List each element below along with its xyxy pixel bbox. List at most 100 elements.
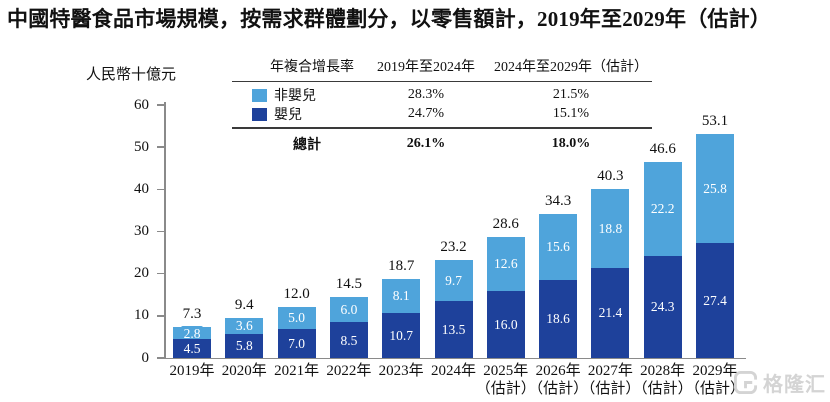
infant-value-label: 4.5: [183, 341, 201, 356]
cagr-value: 24.7%: [407, 106, 445, 121]
bar-total-label: 53.1: [701, 112, 729, 129]
x-tick-label-line: 2020年: [221, 363, 267, 379]
infant-segment: 24.3: [643, 255, 682, 358]
total-label: 總計: [293, 138, 321, 153]
x-tick-label: 2022年: [309, 362, 389, 380]
y-tick-label: 10: [134, 307, 149, 324]
watermark: 格隆汇: [733, 368, 826, 397]
x-tick-label-line: 2021年: [274, 363, 320, 379]
bar-group-2022年: 6.0 8.5: [329, 296, 368, 358]
infant-segment: 5.8: [225, 333, 264, 358]
x-tick-label: 2020年: [204, 362, 284, 380]
x-tick-label: 2028年 （估計）: [623, 362, 703, 398]
y-tick-mark: [157, 188, 165, 191]
infant-value-label: 13.5: [441, 322, 466, 338]
x-axis: [164, 357, 746, 359]
non-infant-segment: 3.6: [225, 318, 264, 334]
bar-group-2028年（估計）: 22.2 24.3: [643, 161, 682, 358]
table-rule-total: [232, 127, 652, 129]
non-infant-segment: 25.8: [696, 133, 734, 243]
y-tick-mark: [157, 315, 165, 317]
non-infant-segment: 6.0: [329, 296, 368, 323]
x-tick-label-line: （估計）: [528, 381, 589, 397]
x-tick-label-line: 2029年: [692, 363, 738, 379]
y-tick-label: 30: [134, 223, 149, 239]
x-tick-label-line: 2024年: [430, 363, 476, 379]
x-tick-label-line: 2027年: [587, 363, 633, 379]
y-tick-label: 20: [134, 265, 149, 282]
infant-segment: 16.0: [486, 290, 525, 358]
non-infant-value-label: 25.8: [703, 180, 727, 196]
bar-group-2025年（估計）: 12.6 16.0: [486, 237, 525, 358]
x-tick-label: 2025年 （估計）: [466, 362, 546, 398]
x-tick-label-line: 2028年: [640, 363, 686, 379]
y-tick-mark: [157, 272, 165, 275]
infant-segment: 7.0: [277, 328, 316, 358]
infant-segment: 10.7: [382, 312, 421, 358]
x-tick-label: 2023年: [361, 362, 441, 380]
infant-swatch-icon: [252, 107, 267, 121]
x-tick-label: 2024年: [414, 362, 494, 380]
x-tick-label-line: （估計）: [684, 381, 745, 397]
cagr-header-period-1: 2019年至2024年: [377, 60, 475, 75]
infant-segment: 18.6: [539, 279, 578, 358]
gelonghui-logo-icon: [733, 370, 758, 395]
infant-value-label: 5.8: [235, 338, 253, 354]
legend-cell: 嬰兒: [232, 104, 362, 124]
plot-area: 2.8 4.5 7.3 3.6 5.8 9.4 5.0 7.0 12.0 6.0 8.5 14.5 8.…: [165, 105, 746, 358]
bar-group-2023年: 8.1 10.7: [382, 278, 421, 358]
infant-value-label: 10.7: [389, 327, 413, 343]
infant-value-label: 21.4: [598, 305, 623, 321]
table-rule-top: [232, 81, 652, 82]
infant-segment: 8.5: [329, 322, 368, 358]
x-tick-label-line: （估計）: [475, 381, 536, 397]
bar-total-label: 12.0: [283, 286, 310, 303]
x-tick-label-line: 2019年: [169, 363, 215, 379]
legend-label-non-infant: 非嬰兒: [274, 89, 316, 104]
non-infant-value-label: 3.6: [232, 318, 256, 334]
infant-value-label: 24.3: [650, 299, 675, 315]
x-tick-label-line: （估計）: [580, 381, 641, 397]
bar-total-label: 34.3: [544, 192, 572, 209]
infant-segment: 13.5: [434, 301, 473, 358]
infant-value-label: 8.5: [340, 332, 358, 348]
non-infant-swatch-icon: [252, 88, 267, 102]
non-infant-segment: 22.2: [643, 161, 682, 256]
total-cagr-value: 26.1%: [406, 136, 446, 151]
non-infant-value-label: 15.6: [546, 239, 570, 255]
x-tick-label-line: 2025年: [483, 363, 529, 379]
legend-row-non-infant: 非嬰兒 28.3% 21.5%: [232, 85, 652, 104]
non-infant-segment: 15.6: [539, 213, 578, 280]
cagr-value: 28.3%: [407, 87, 445, 102]
y-axis-title: 人民幣十億元: [86, 67, 177, 83]
non-infant-segment: 9.7: [434, 260, 473, 302]
x-label-container: 2019年 2020年 2021年 2022年 2023年 2024年 2025年 （估計） 2…: [165, 362, 746, 402]
x-tick-label: 2027年 （估計）: [570, 362, 650, 398]
bar-total-label: 23.2: [440, 239, 467, 256]
cagr-header-metric: 年複合增長率: [270, 60, 354, 75]
cagr-value: 21.5%: [552, 87, 590, 102]
bar-total-label: 28.6: [492, 216, 519, 233]
x-tick-label: 2026年 （估計）: [518, 362, 598, 398]
y-tick-label: 40: [134, 180, 149, 197]
y-tick-container: 0 10 20 30 40 50 60: [0, 97, 165, 366]
page-title: 中國特醫食品市場規模，按需求群體劃分，以零售額計，2019年至2029年（估計）: [7, 7, 771, 31]
infant-value-label: 18.6: [546, 311, 570, 327]
legend-cell: 非嬰兒: [232, 85, 362, 105]
bar-group-2021年: 5.0 7.0: [277, 307, 316, 358]
non-infant-value-label: 2.8: [180, 325, 204, 341]
non-infant-value-label: 6.0: [340, 302, 358, 318]
non-infant-segment: 5.0: [277, 307, 316, 329]
y-tick-label: 50: [134, 138, 149, 155]
x-tick-label-line: 2026年: [535, 363, 581, 379]
non-infant-segment: 12.6: [486, 237, 525, 291]
infant-value-label: 7.0: [288, 335, 306, 351]
non-infant-segment: 8.1: [382, 278, 421, 313]
y-tick-mark: [157, 104, 165, 106]
x-tick-label-line: （估計）: [632, 381, 693, 397]
y-tick-mark: [157, 230, 165, 233]
total-row: 總計 26.1% 18.0%: [232, 132, 652, 156]
bar-total-label: 46.6: [649, 140, 676, 157]
x-tick-label-line: 2022年: [326, 363, 372, 379]
